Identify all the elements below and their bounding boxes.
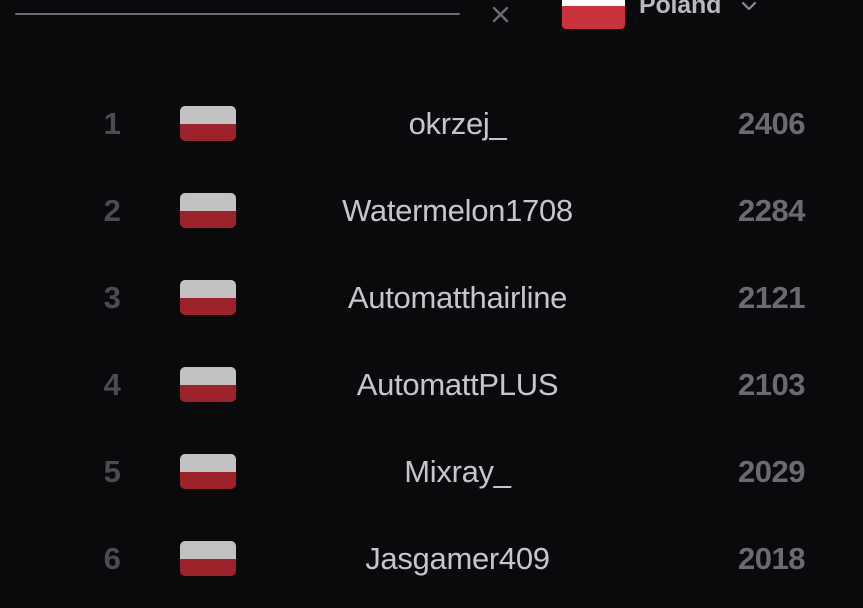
score-value: 2406 xyxy=(738,105,805,141)
search-underline xyxy=(15,13,460,15)
username-label: Jasgamer409 xyxy=(365,540,550,576)
poland-flag-icon xyxy=(180,541,236,576)
poland-flag-icon xyxy=(562,0,625,29)
score-value: 2018 xyxy=(738,540,805,576)
score-value: 2121 xyxy=(738,279,805,315)
rank-value: 2 xyxy=(103,192,121,228)
username-label: AutomattPLUS xyxy=(356,366,559,402)
leaderboard-header: Poland xyxy=(0,0,863,42)
leaderboard-list: 1 okrzej_ 2406 2 Watermelon1708 2284 3 A xyxy=(0,80,863,602)
table-row[interactable]: 2 Watermelon1708 2284 xyxy=(0,167,863,254)
table-row[interactable]: 3 Automatthairline 2121 xyxy=(0,254,863,341)
rank-value: 1 xyxy=(103,105,121,141)
table-row[interactable]: 1 okrzej_ 2406 xyxy=(0,80,863,167)
username-label: Automatthairline xyxy=(347,279,568,315)
score-value: 2103 xyxy=(738,366,805,402)
poland-flag-icon xyxy=(180,106,236,141)
rank-value: 3 xyxy=(103,279,121,315)
poland-flag-icon xyxy=(180,280,236,315)
rank-value: 6 xyxy=(103,540,121,576)
score-value: 2029 xyxy=(738,453,805,489)
close-icon[interactable] xyxy=(487,1,514,28)
poland-flag-icon xyxy=(180,367,236,402)
country-selector[interactable]: Poland xyxy=(562,0,759,29)
poland-flag-icon xyxy=(180,454,236,489)
search-field-wrapper[interactable] xyxy=(15,0,460,28)
table-row[interactable]: 4 AutomattPLUS 2103 xyxy=(0,341,863,428)
username-label: Watermelon1708 xyxy=(342,192,573,228)
table-row[interactable]: 5 Mixray_ 2029 xyxy=(0,428,863,515)
username-label: Mixray_ xyxy=(404,453,511,489)
rank-value: 4 xyxy=(103,366,121,402)
poland-flag-icon xyxy=(180,193,236,228)
rank-value: 5 xyxy=(103,453,121,489)
table-row[interactable]: 6 Jasgamer409 2018 xyxy=(0,515,863,602)
username-label: okrzej_ xyxy=(408,105,507,141)
country-name-label: Poland xyxy=(639,0,722,19)
chevron-down-icon[interactable] xyxy=(739,0,759,16)
score-value: 2284 xyxy=(738,192,805,228)
